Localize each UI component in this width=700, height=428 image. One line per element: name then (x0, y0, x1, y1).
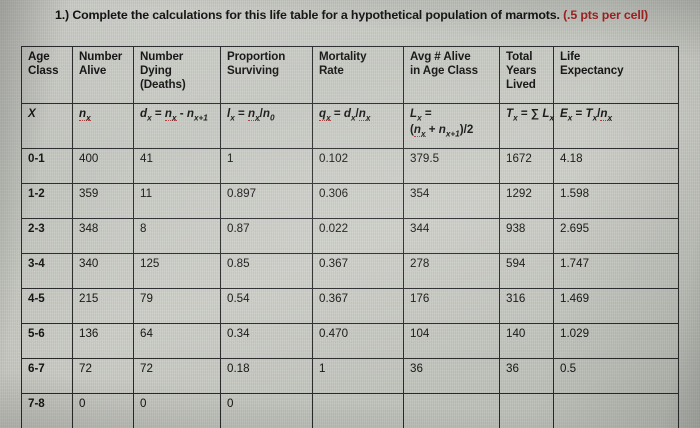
cell-age-class: 6-7 (21, 358, 73, 394)
column-header-proportion-surviving: Proportion Surviving (220, 46, 313, 104)
cell-proportion-surviving[interactable]: 0.87 (220, 218, 313, 254)
cell-life-expectancy[interactable]: 0.5 (553, 358, 679, 394)
cell-mortality-rate[interactable]: 0.470 (312, 323, 404, 359)
cell-life-expectancy[interactable]: 2.695 (553, 218, 679, 254)
cell-total-years-lived[interactable]: 36 (499, 358, 554, 394)
cell-age-class: 5-6 (21, 323, 73, 359)
life-table: Age Class Number Alive Number Dying (Dea… (21, 46, 679, 428)
cell-proportion-surviving[interactable]: 0.85 (220, 253, 313, 289)
table-row: 7-8 0 0 0 (21, 393, 679, 428)
cell-life-expectancy[interactable] (553, 393, 679, 428)
cell-number-alive[interactable]: 215 (72, 288, 134, 324)
cell-mortality-rate[interactable]: 0.306 (312, 183, 404, 219)
cell-total-years-lived[interactable]: 938 (499, 218, 554, 254)
cell-mortality-rate[interactable]: 0.102 (312, 148, 404, 184)
table-row: 6-7 72 72 0.18 1 36 36 0.5 (21, 358, 679, 394)
column-header-mortality-rate: Mortality Rate (312, 46, 404, 104)
cell-total-years-lived[interactable]: 140 (499, 323, 554, 359)
table-row: 3-4 340 125 0.85 0.367 278 594 1.747 (21, 253, 679, 289)
column-header-life-expectancy: Life Expectancy (553, 46, 679, 104)
column-header-number-alive: Number Alive (72, 46, 134, 104)
cell-number-alive[interactable]: 0 (72, 393, 134, 428)
cell-number-dying[interactable]: 72 (133, 358, 221, 394)
cell-number-dying[interactable]: 8 (133, 218, 221, 254)
formula-total-years-lived: Tx = ∑ Lx (499, 103, 554, 149)
cell-life-expectancy[interactable]: 1.029 (553, 323, 679, 359)
question-number: 1.) (55, 8, 70, 22)
table-row: 1-2 359 11 0.897 0.306 354 1292 1.598 (21, 183, 679, 219)
formula-row: X nx dx = nx - nx+1 lx = nx/n0 qx = dx/n… (21, 103, 679, 149)
cell-avg-alive[interactable]: 344 (403, 218, 500, 254)
cell-avg-alive[interactable]: 36 (403, 358, 500, 394)
formula-mortality-rate: qx = dx/nx (312, 103, 404, 149)
cell-proportion-surviving[interactable]: 0 (220, 393, 313, 428)
cell-age-class: 1-2 (21, 183, 73, 219)
points-note: (.5 pts per cell) (563, 8, 648, 22)
cell-mortality-rate[interactable] (312, 393, 404, 428)
cell-number-dying[interactable]: 64 (133, 323, 221, 359)
cell-age-class: 4-5 (21, 288, 73, 324)
table-row: 0-1 400 41 1 0.102 379.5 1672 4.18 (21, 148, 679, 184)
table-header-row: Age Class Number Alive Number Dying (Dea… (21, 46, 679, 104)
cell-number-dying[interactable]: 125 (133, 253, 221, 289)
cell-avg-alive[interactable]: 354 (403, 183, 500, 219)
cell-total-years-lived[interactable]: 316 (499, 288, 554, 324)
cell-mortality-rate[interactable]: 0.367 (312, 288, 404, 324)
cell-total-years-lived[interactable]: 594 (499, 253, 554, 289)
formula-number-dying: dx = nx - nx+1 (133, 103, 221, 149)
column-header-total-years-lived: Total Years Lived (499, 46, 554, 104)
cell-avg-alive[interactable] (403, 393, 500, 428)
cell-life-expectancy[interactable]: 1.598 (553, 183, 679, 219)
cell-life-expectancy[interactable]: 1.747 (553, 253, 679, 289)
cell-avg-alive[interactable]: 104 (403, 323, 500, 359)
table-row: 5-6 136 64 0.34 0.470 104 140 1.029 (21, 323, 679, 359)
cell-total-years-lived[interactable]: 1672 (499, 148, 554, 184)
cell-number-alive[interactable]: 400 (72, 148, 134, 184)
formula-number-alive: nx (72, 103, 134, 149)
cell-age-class: 7-8 (21, 393, 73, 428)
cell-number-dying[interactable]: 79 (133, 288, 221, 324)
cell-proportion-surviving[interactable]: 1 (220, 148, 313, 184)
cell-number-alive[interactable]: 136 (72, 323, 134, 359)
cell-mortality-rate[interactable]: 1 (312, 358, 404, 394)
column-header-number-dying: Number Dying (Deaths) (133, 46, 221, 104)
cell-total-years-lived[interactable]: 1292 (499, 183, 554, 219)
column-header-age-class: Age Class (21, 46, 73, 104)
question-prompt: 1.) Complete the calculations for this l… (55, 8, 695, 22)
cell-avg-alive[interactable]: 379.5 (403, 148, 500, 184)
cell-age-class: 0-1 (21, 148, 73, 184)
cell-proportion-surviving[interactable]: 0.897 (220, 183, 313, 219)
cell-life-expectancy[interactable]: 4.18 (553, 148, 679, 184)
table-row: 4-5 215 79 0.54 0.367 176 316 1.469 (21, 288, 679, 324)
question-text: Complete the calculations for this life … (72, 8, 560, 22)
cell-proportion-surviving[interactable]: 0.34 (220, 323, 313, 359)
formula-age-class: X (21, 103, 73, 149)
cell-number-alive[interactable]: 359 (72, 183, 134, 219)
formula-life-expectancy: Ex = Tx/nx (553, 103, 679, 149)
cell-life-expectancy[interactable]: 1.469 (553, 288, 679, 324)
cell-number-alive[interactable]: 340 (72, 253, 134, 289)
column-header-avg-alive: Avg # Alive in Age Class (403, 46, 500, 104)
table-row: 2-3 348 8 0.87 0.022 344 938 2.695 (21, 218, 679, 254)
cell-mortality-rate[interactable]: 0.022 (312, 218, 404, 254)
cell-number-dying[interactable]: 11 (133, 183, 221, 219)
formula-proportion-surviving: lx = nx/n0 (220, 103, 313, 149)
cell-total-years-lived[interactable] (499, 393, 554, 428)
cell-number-dying[interactable]: 41 (133, 148, 221, 184)
cell-avg-alive[interactable]: 176 (403, 288, 500, 324)
cell-age-class: 3-4 (21, 253, 73, 289)
cell-proportion-surviving[interactable]: 0.18 (220, 358, 313, 394)
cell-number-dying[interactable]: 0 (133, 393, 221, 428)
formula-avg-alive: Lx = (nx + nx+1)/2 (403, 103, 500, 149)
cell-age-class: 2-3 (21, 218, 73, 254)
cell-proportion-surviving[interactable]: 0.54 (220, 288, 313, 324)
cell-number-alive[interactable]: 348 (72, 218, 134, 254)
cell-number-alive[interactable]: 72 (72, 358, 134, 394)
cell-mortality-rate[interactable]: 0.367 (312, 253, 404, 289)
cell-avg-alive[interactable]: 278 (403, 253, 500, 289)
